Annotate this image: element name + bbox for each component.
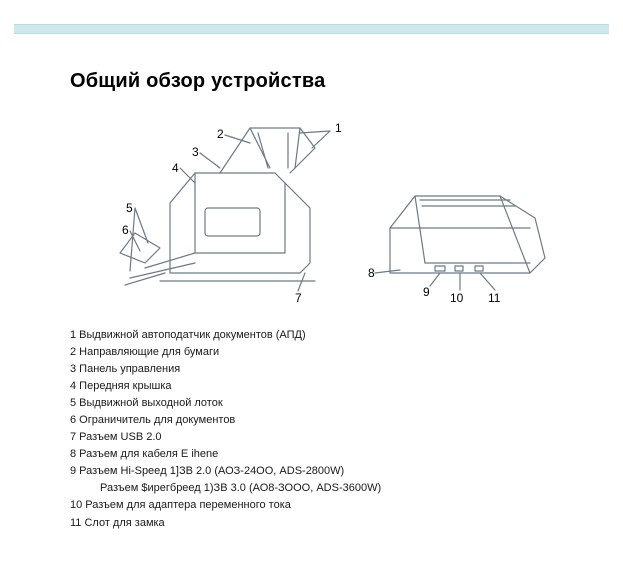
legend-list: 1 Выдвижной автоподатчик документов (АПД…: [70, 327, 581, 532]
callout-1: 1: [335, 121, 342, 135]
device-diagram-svg: [100, 113, 570, 313]
callout-7: 7: [295, 291, 302, 305]
device-figure: 1 2 3 4 5 6 7 8 9 10 11: [100, 113, 570, 313]
legend-item: 1 Выдвижной автоподатчик документов (АПД…: [70, 327, 581, 344]
legend-item: 9 Разъем Hi-Speeд 1]ЗВ 2.0 (АОЗ-24ОО, AD…: [70, 463, 581, 480]
callout-2: 2: [217, 127, 224, 141]
legend-item: 6 Ограничитель для документов: [70, 412, 581, 429]
callout-9: 9: [423, 285, 430, 299]
legend-item: 5 Выдвижной выходной лоток: [70, 395, 581, 412]
callout-8: 8: [368, 266, 375, 280]
callout-11: 11: [488, 291, 500, 305]
callout-6: 6: [122, 223, 129, 237]
legend-item: 3 Панель управления: [70, 361, 581, 378]
legend-item: 4 Передняя крышка: [70, 378, 581, 395]
callout-3: 3: [192, 145, 199, 159]
callout-10: 10: [450, 291, 463, 305]
legend-item: 7 Разъем USB 2.0: [70, 429, 581, 446]
legend-item: 8 Разъем для кабеля E ihene: [70, 446, 581, 463]
callout-4: 4: [172, 161, 179, 175]
page-content: Общий обзор устройства: [0, 34, 623, 532]
header-rule: [14, 24, 609, 34]
legend-item: 2 Направляющие для бумаги: [70, 344, 581, 361]
callout-5: 5: [126, 201, 133, 215]
legend-item: 11 Слот для замка: [70, 515, 581, 532]
legend-subitem: Разъем $ирегбреед 1)ЗВ 3.0 (АО8-ЗООО, AD…: [100, 480, 581, 497]
legend-item: 10 Разъем для адаптера переменного тока: [70, 497, 581, 514]
page-title: Общий обзор устройства: [70, 70, 581, 93]
